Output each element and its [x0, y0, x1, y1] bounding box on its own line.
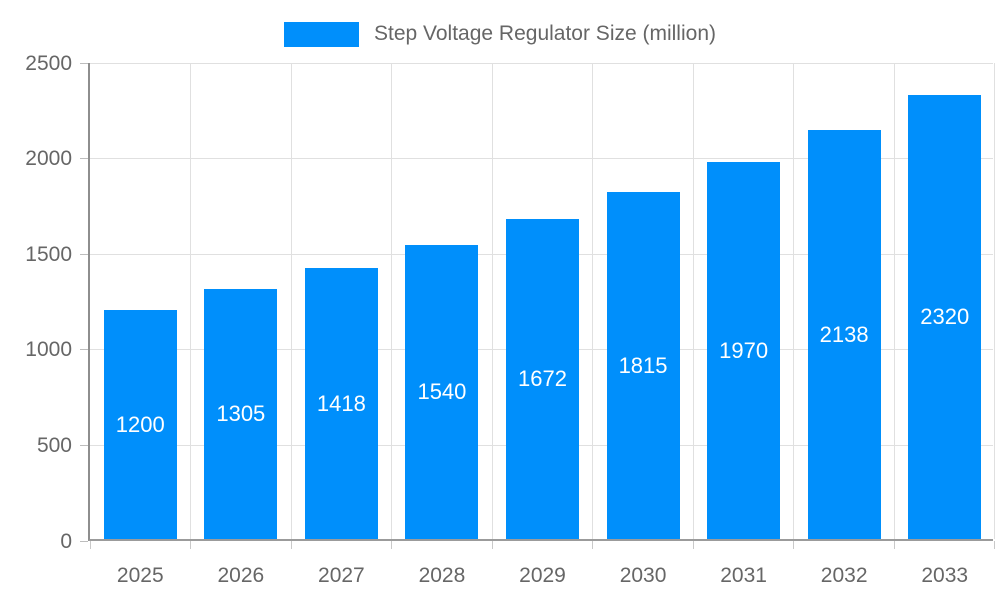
x-tick-label: 2028	[418, 564, 466, 587]
x-tick-label: 2031	[720, 564, 767, 587]
y-tick-mark	[80, 540, 88, 542]
legend-label: Step Voltage Regulator Size (million)	[373, 22, 716, 45]
x-tick-label: 2026	[217, 564, 265, 587]
bar[interactable]: 1540	[405, 245, 479, 539]
bar-value-label: 2138	[819, 321, 869, 347]
x-gridline	[290, 63, 292, 539]
x-tick-mark	[290, 541, 292, 549]
bar-value-label: 1672	[518, 366, 567, 391]
x-tick-label: 2027	[318, 564, 365, 587]
x-gridline	[592, 63, 594, 539]
y-gridline	[90, 158, 993, 160]
y-tick-mark	[80, 349, 88, 351]
bar-value-label: 1540	[417, 379, 467, 404]
bar[interactable]: 2138	[807, 130, 881, 539]
bar[interactable]: 1815	[606, 192, 680, 539]
x-tick-mark	[793, 541, 795, 549]
legend-swatch	[283, 21, 359, 47]
y-tick-label: 500	[36, 433, 72, 457]
y-gridline	[90, 62, 993, 64]
bar-value-label: 2320	[920, 304, 970, 329]
x-tick-label: 2025	[116, 564, 164, 587]
x-gridline	[190, 63, 192, 539]
x-tick-mark	[190, 541, 192, 549]
bar-value-label: 1815	[618, 352, 668, 378]
x-tick-mark	[491, 541, 493, 549]
x-gridline	[491, 63, 493, 539]
x-tick-mark	[692, 541, 694, 549]
y-tick-mark	[80, 62, 88, 64]
x-tick-mark	[592, 541, 594, 549]
bar-value-label: 1418	[316, 390, 366, 416]
bar[interactable]: 1672	[506, 219, 579, 539]
bar[interactable]: 1305	[204, 289, 278, 539]
bar-value-label: 1970	[719, 337, 769, 363]
x-tick-mark	[391, 541, 393, 549]
y-tick-mark	[80, 158, 88, 160]
x-gridline	[893, 63, 895, 539]
x-gridline	[391, 63, 393, 539]
bar[interactable]: 2320	[908, 95, 982, 539]
y-tick-label: 0	[60, 529, 72, 553]
y-tick-mark	[80, 444, 88, 446]
y-tick-label: 2500	[25, 51, 72, 75]
x-tick-label: 2033	[921, 564, 969, 587]
x-gridline	[993, 63, 995, 539]
bar[interactable]: 1970	[707, 162, 781, 539]
y-tick-label: 1500	[25, 242, 72, 266]
x-tick-mark	[893, 541, 895, 549]
x-gridline	[793, 63, 795, 539]
bar[interactable]: 1418	[304, 268, 378, 539]
x-tick-label: 2029	[519, 564, 566, 587]
x-tick-mark	[993, 541, 995, 549]
y-tick-label: 2000	[25, 147, 72, 171]
x-tick-mark	[89, 541, 91, 549]
bar-value-label: 1305	[216, 401, 266, 426]
y-tick-mark	[80, 253, 88, 255]
x-gridline	[692, 63, 694, 539]
x-tick-label: 2030	[619, 564, 667, 587]
plot-area: 0 500 1000 1500 2000 2500 1200 2025 1305 2026 1418…	[25, 53, 995, 586]
bar[interactable]: 1200	[103, 310, 177, 539]
legend[interactable]: Step Voltage Regulator Size (million)	[0, 20, 1000, 48]
y-tick-label: 1000	[25, 338, 72, 362]
x-tick-label: 2032	[820, 564, 868, 587]
bar-value-label: 1200	[115, 411, 165, 437]
